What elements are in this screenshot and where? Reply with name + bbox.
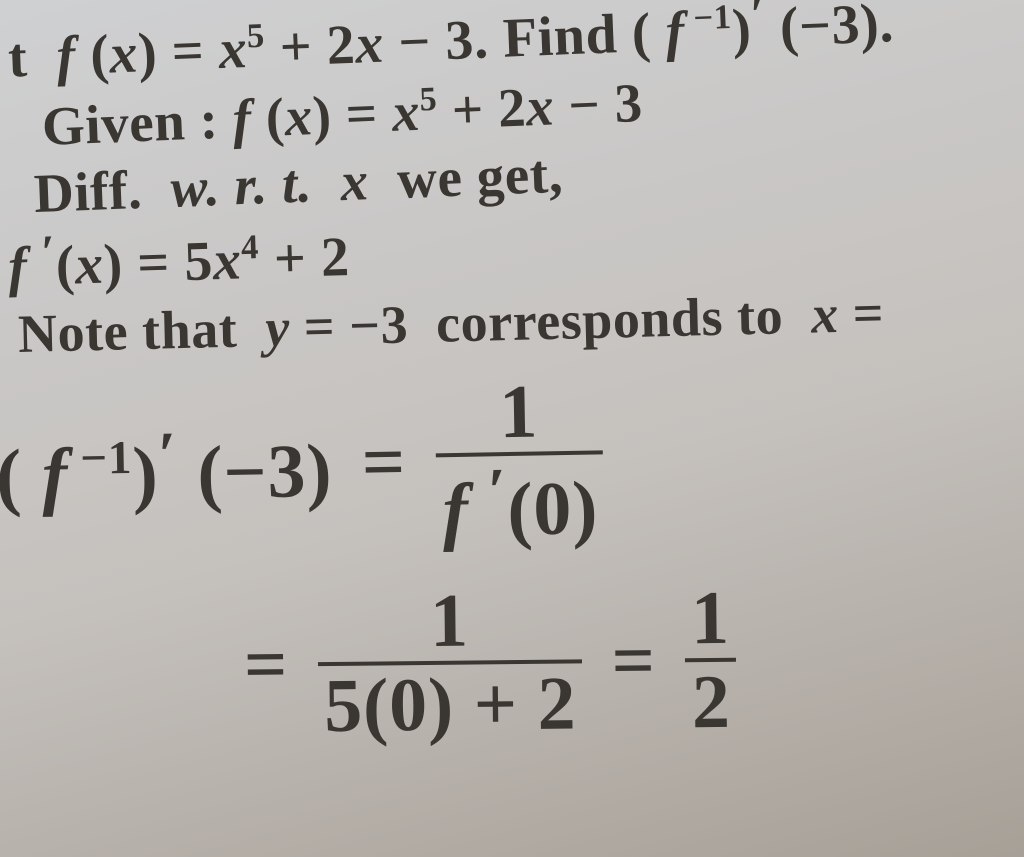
eq6-lhs: ( f −1)′ (−3) [0, 414, 333, 520]
fraction-1-over-fprime0: 1 f ′(0) [434, 373, 605, 550]
inverse-derivative-eq1: ( f −1)′ (−3) = 1 f ′(0) [0, 366, 1011, 557]
equals-sign: = [234, 621, 299, 709]
fraction-1-over-5-0-plus-2: 1 5(0) + 2 [317, 581, 583, 744]
fraction-1-over-2: 1 2 [685, 580, 737, 741]
equals-sign: = [351, 419, 417, 507]
inverse-derivative-eq2: = 1 5(0) + 2 = 1 2 [233, 577, 1011, 745]
equals-sign: = [601, 617, 666, 705]
math-textbook-excerpt: t f (x) = x5 + 2x − 3. Find ( f −1)′ (−3… [0, 0, 1024, 857]
